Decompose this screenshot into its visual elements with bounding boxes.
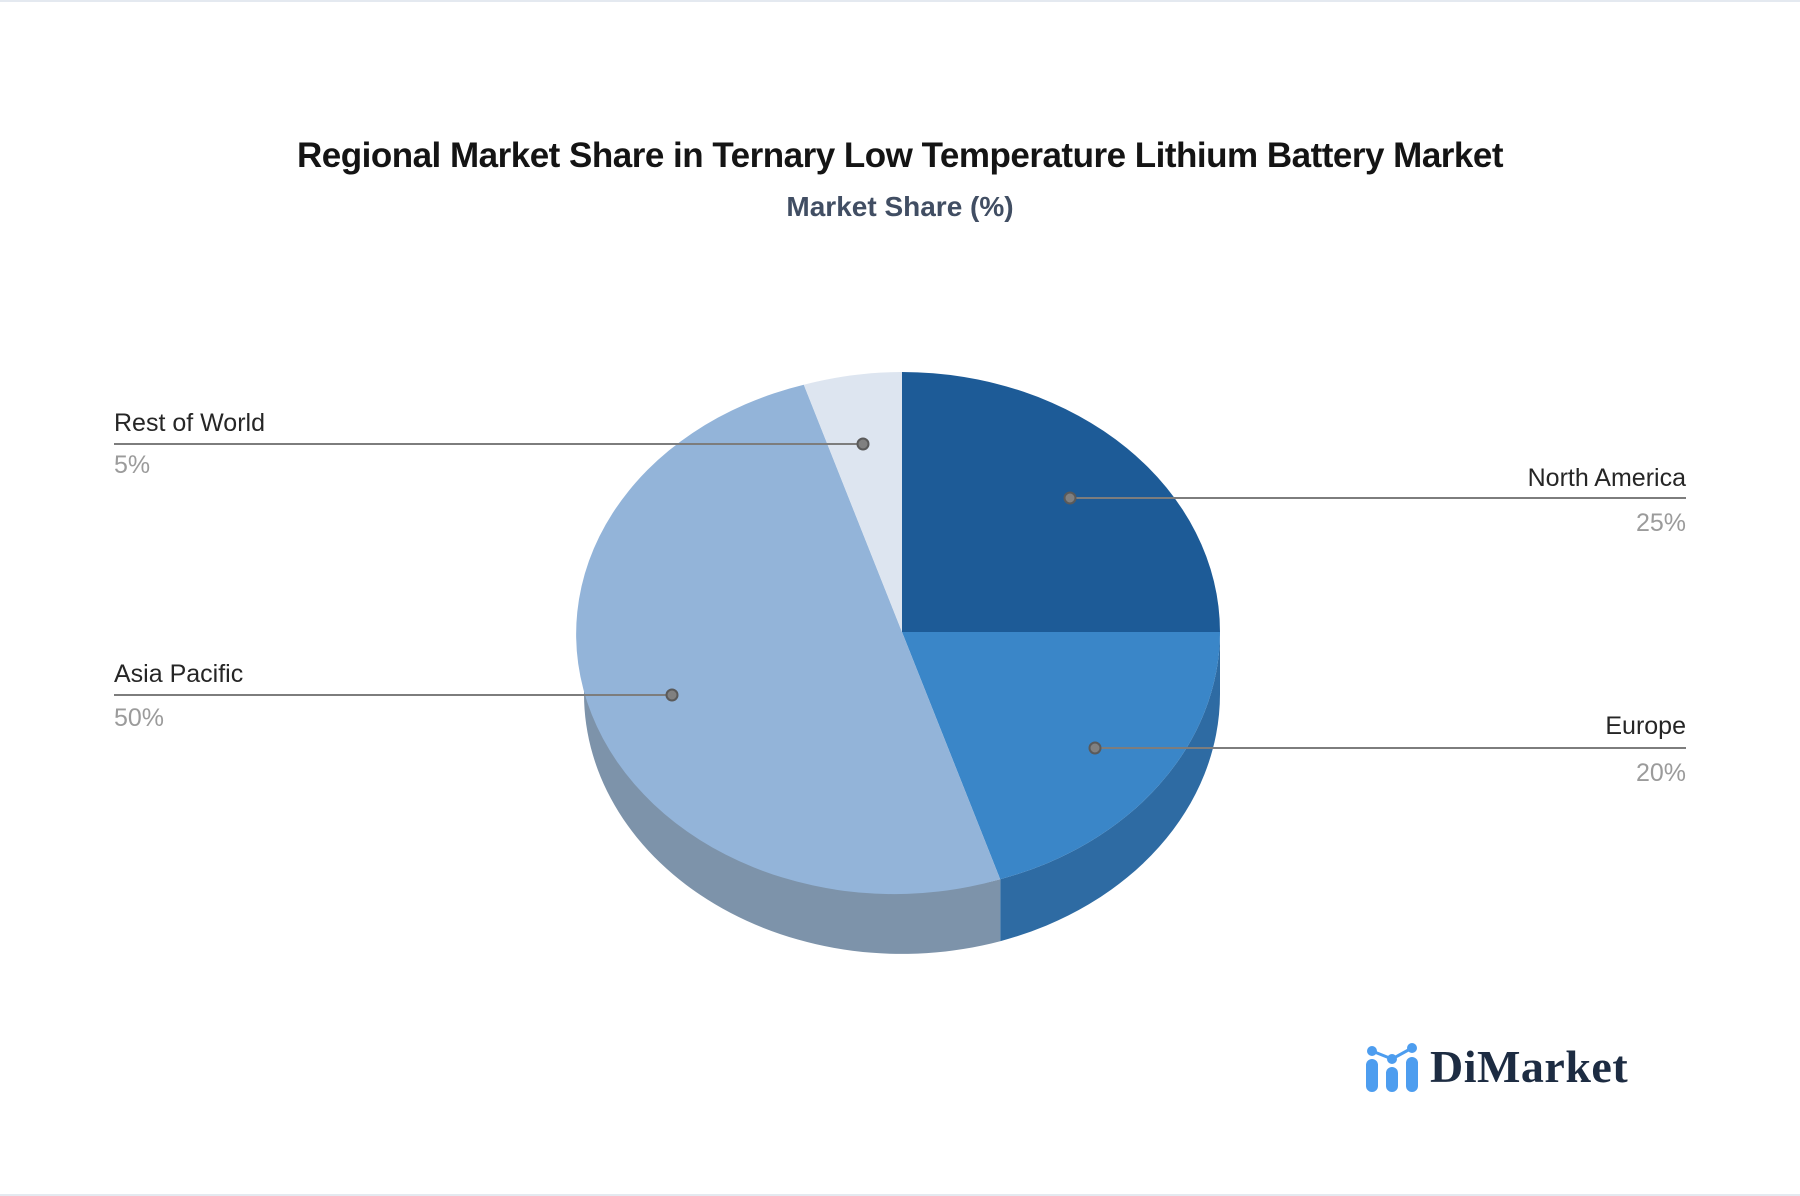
leader-lines — [114, 443, 1686, 749]
brand-logo: DiMarket — [1364, 1042, 1628, 1094]
pie-slice-north-america[interactable] — [902, 372, 1220, 632]
canvas-border-bottom — [0, 1194, 1800, 1196]
pie-slice-asia-pacific[interactable] — [576, 384, 1001, 895]
callout-value-asia-pacific: 50% — [114, 704, 165, 732]
logo-text: DiMarket — [1430, 1041, 1629, 1092]
bar-line-chart-icon — [1366, 1043, 1418, 1092]
canvas-border-top — [0, 0, 1800, 2]
callout-value-rest-of-world: 5% — [114, 451, 151, 479]
leader-dot-north-america — [1063, 491, 1077, 505]
leader-dot-europe — [1088, 741, 1102, 755]
pie-side-asia-pacific — [584, 632, 1001, 954]
callout-label-rest-of-world: Rest of World — [114, 409, 265, 437]
chart-subtitle: Market Share (%) — [786, 191, 1014, 222]
leader-dot-asia-pacific — [665, 688, 679, 702]
leader-dots — [665, 437, 1102, 755]
pie-slice-rest-of-world[interactable] — [803, 372, 902, 632]
chart-title: Regional Market Share in Ternary Low Tem… — [296, 136, 1504, 175]
callout-label-north-america: North America — [1527, 464, 1686, 492]
pie-side-europe — [1000, 632, 1220, 942]
callout-label-asia-pacific: Asia Pacific — [114, 660, 244, 688]
callout-value-europe: 20% — [1635, 759, 1686, 787]
pie-slice-europe[interactable] — [902, 632, 1220, 880]
callout-label-europe: Europe — [1605, 712, 1686, 740]
leader-dot-rest-of-world — [856, 437, 870, 451]
callout-value-north-america: 25% — [1635, 509, 1686, 537]
